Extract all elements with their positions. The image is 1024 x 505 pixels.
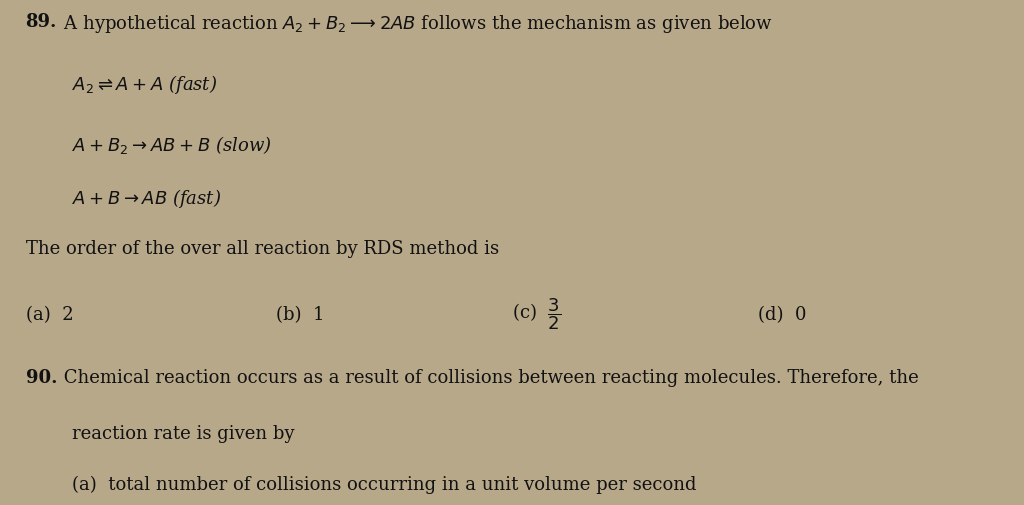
Text: (a)  2: (a) 2 xyxy=(26,306,74,324)
Text: reaction rate is given by: reaction rate is given by xyxy=(72,424,294,442)
Text: 89.: 89. xyxy=(26,13,57,31)
Text: 90.: 90. xyxy=(26,369,57,387)
Text: $A + B \rightarrow AB$ (fast): $A + B \rightarrow AB$ (fast) xyxy=(72,187,221,210)
Text: A hypothetical reaction $A_2 + B_2 \longrightarrow 2AB$ follows the mechanism as: A hypothetical reaction $A_2 + B_2 \long… xyxy=(58,13,773,34)
Text: (d)  0: (d) 0 xyxy=(758,306,806,324)
Text: The order of the over all reaction by RDS method is: The order of the over all reaction by RD… xyxy=(26,240,499,258)
Text: $A + B_2 \rightarrow AB + B$ (slow): $A + B_2 \rightarrow AB + B$ (slow) xyxy=(72,134,271,156)
Text: $A_2 \rightleftharpoons A + A$ (fast): $A_2 \rightleftharpoons A + A$ (fast) xyxy=(72,73,217,96)
Text: Chemical reaction occurs as a result of collisions between reacting molecules. T: Chemical reaction occurs as a result of … xyxy=(58,369,920,387)
Text: (b)  1: (b) 1 xyxy=(276,306,325,324)
Text: (c)  $\dfrac{3}{2}$: (c) $\dfrac{3}{2}$ xyxy=(512,295,561,331)
Text: (a)  total number of collisions occurring in a unit volume per second: (a) total number of collisions occurring… xyxy=(72,475,696,493)
